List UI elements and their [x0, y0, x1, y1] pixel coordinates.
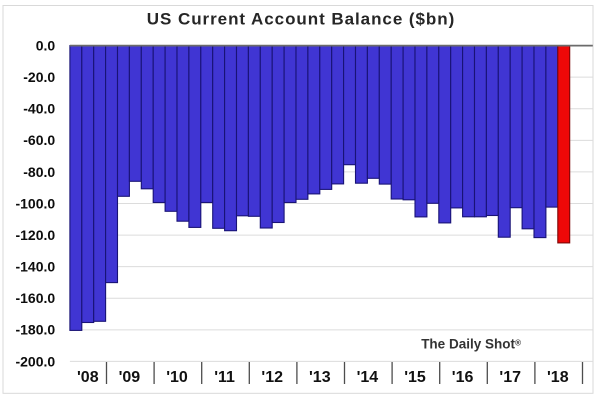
svg-text:'18: '18: [547, 369, 569, 386]
svg-text:-100.0: -100.0: [15, 195, 55, 211]
svg-text:'12: '12: [261, 369, 283, 386]
svg-text:'17: '17: [499, 369, 521, 386]
svg-text:-160.0: -160.0: [15, 290, 55, 306]
svg-text:-60.0: -60.0: [23, 132, 55, 148]
svg-text:'14: '14: [357, 369, 379, 386]
svg-text:-140.0: -140.0: [15, 259, 55, 275]
svg-text:-180.0: -180.0: [15, 322, 55, 338]
svg-text:'09: '09: [119, 369, 141, 386]
svg-text:US Current Account Balance ($b: US Current Account Balance ($bn): [147, 10, 455, 29]
svg-text:'15: '15: [404, 369, 426, 386]
svg-text:-200.0: -200.0: [15, 353, 55, 369]
svg-text:'08: '08: [77, 369, 99, 386]
svg-text:-120.0: -120.0: [15, 227, 55, 243]
svg-text:'13: '13: [309, 369, 331, 386]
svg-text:-20.0: -20.0: [23, 69, 55, 85]
svg-text:'10: '10: [166, 369, 188, 386]
svg-text:'16: '16: [452, 369, 474, 386]
svg-text:-80.0: -80.0: [23, 164, 55, 180]
svg-text:The Daily Shot®: The Daily Shot®: [421, 337, 521, 352]
svg-text:-40.0: -40.0: [23, 101, 55, 117]
svg-text:0.0: 0.0: [36, 38, 56, 54]
svg-text:'11: '11: [214, 369, 235, 386]
